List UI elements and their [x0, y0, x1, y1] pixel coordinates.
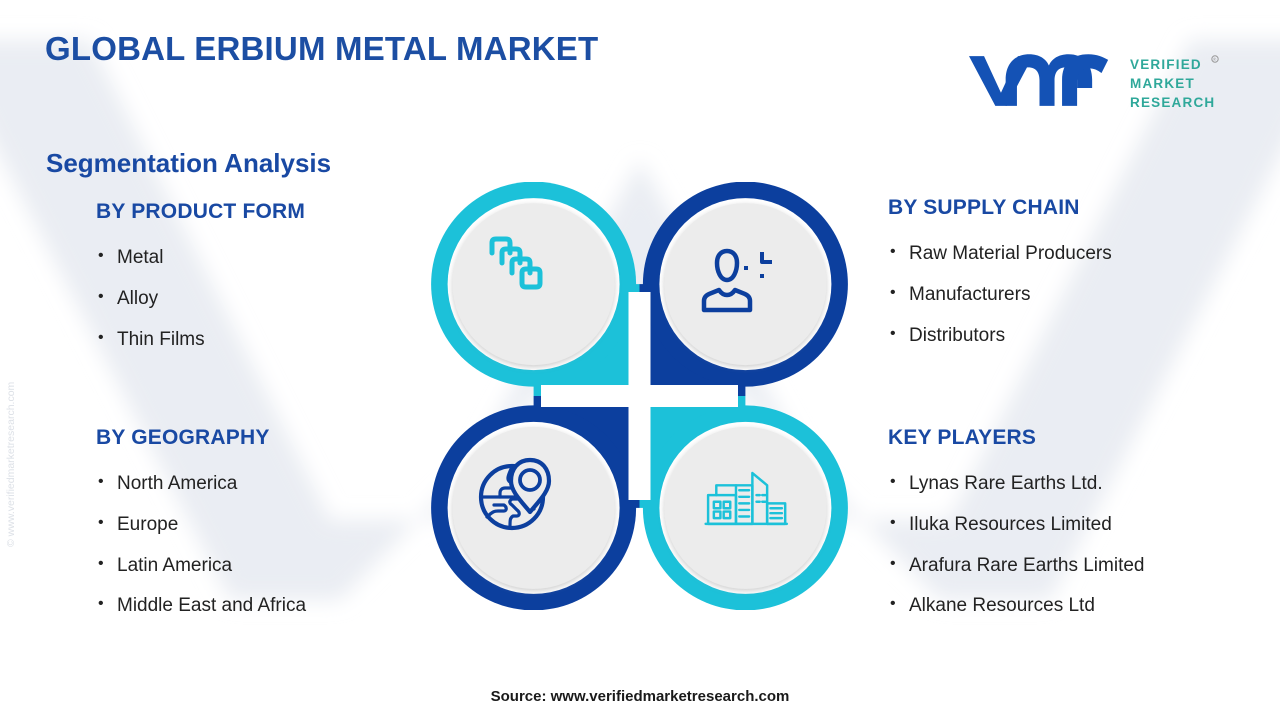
svg-text:VERIFIED: VERIFIED	[1130, 57, 1202, 72]
svg-text:RESEARCH: RESEARCH	[1130, 95, 1215, 110]
svg-text:MARKET: MARKET	[1130, 76, 1195, 91]
svg-text:®: ®	[1213, 56, 1217, 62]
